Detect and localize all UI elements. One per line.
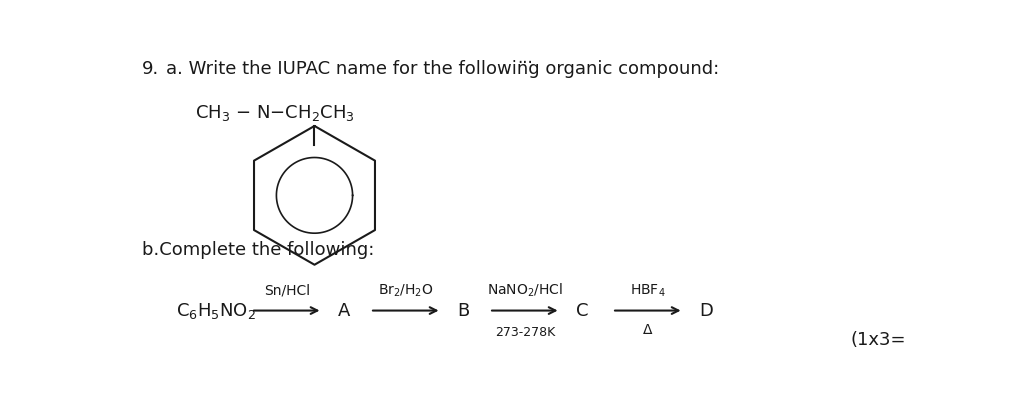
- Text: ...: ...: [517, 49, 532, 67]
- Text: a. Write the IUPAC name for the following organic compound:: a. Write the IUPAC name for the followin…: [166, 60, 719, 78]
- Text: C: C: [577, 302, 589, 320]
- Text: (1x3=: (1x3=: [850, 331, 905, 349]
- Text: A: A: [338, 302, 350, 320]
- Text: 9.: 9.: [142, 60, 160, 78]
- Text: NaNO$_2$/HCl: NaNO$_2$/HCl: [486, 282, 563, 299]
- Text: D: D: [699, 302, 714, 320]
- Text: 273-278K: 273-278K: [495, 326, 555, 339]
- Text: Sn/HCl: Sn/HCl: [263, 284, 310, 298]
- Text: b.Complete the following:: b.Complete the following:: [142, 241, 375, 259]
- Text: $\Delta$: $\Delta$: [642, 323, 653, 337]
- Text: C$_6$H$_5$NO$_2$: C$_6$H$_5$NO$_2$: [176, 300, 256, 320]
- Text: CH$_3$ $-$ N$-$CH$_2$CH$_3$: CH$_3$ $-$ N$-$CH$_2$CH$_3$: [196, 103, 355, 123]
- Text: B: B: [458, 302, 470, 320]
- Text: HBF$_4$: HBF$_4$: [630, 282, 666, 299]
- Text: Br$_2$/H$_2$O: Br$_2$/H$_2$O: [378, 282, 433, 299]
